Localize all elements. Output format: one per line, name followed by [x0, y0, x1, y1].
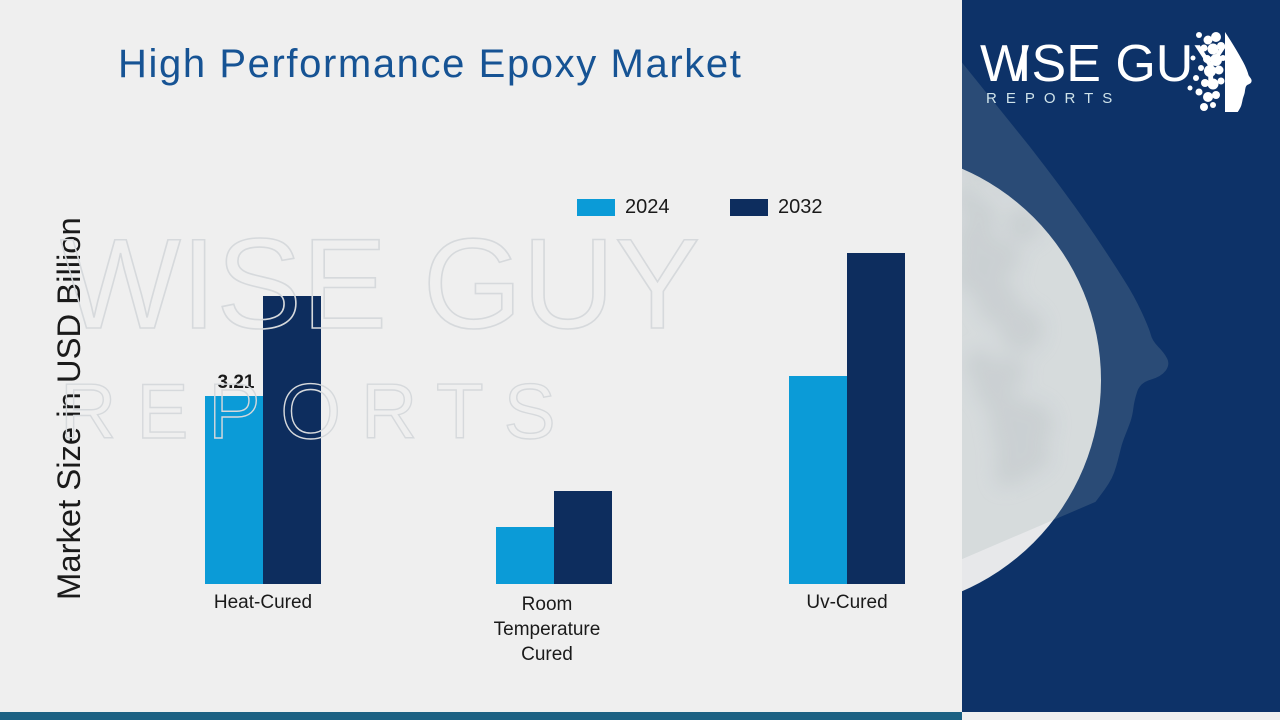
svg-text:WISE GUY: WISE GUY — [60, 213, 700, 356]
svg-text:REPORTS: REPORTS — [60, 367, 576, 455]
